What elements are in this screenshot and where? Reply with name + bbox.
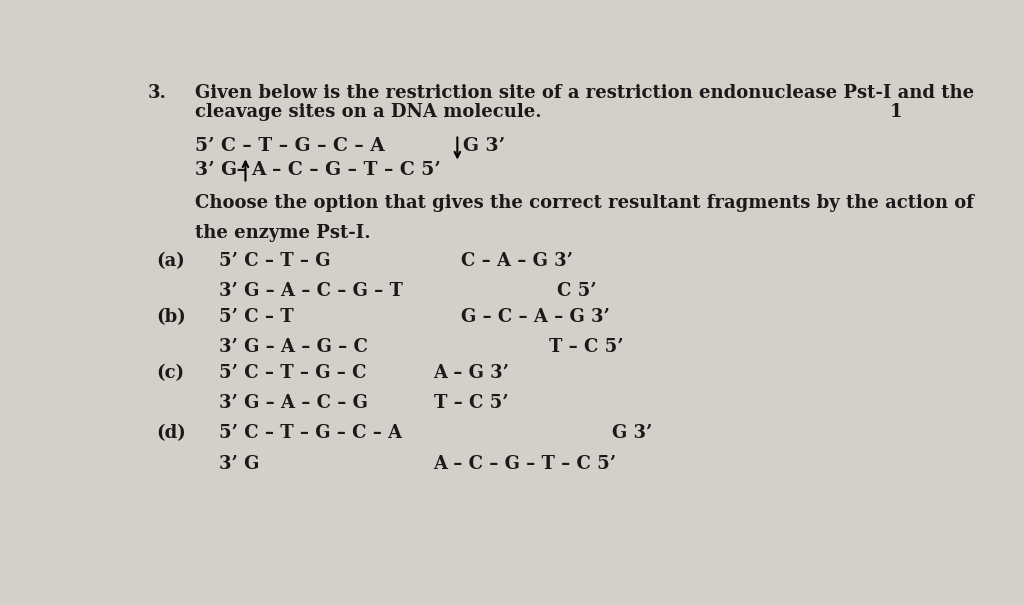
Text: (b): (b) [156, 308, 185, 326]
Text: cleavage sites on a DNA molecule.: cleavage sites on a DNA molecule. [196, 103, 542, 121]
Text: 3’ G: 3’ G [219, 454, 260, 473]
Text: 3’ G – A – C – G: 3’ G – A – C – G [219, 394, 369, 412]
Text: 5’ C – T – G – C – A: 5’ C – T – G – C – A [196, 137, 385, 155]
Text: 3’ G – A – C – G – T: 3’ G – A – C – G – T [219, 282, 403, 300]
Text: (c): (c) [156, 364, 184, 382]
Text: 5’ C – T: 5’ C – T [219, 308, 294, 326]
Text: G – C – A – G 3’: G – C – A – G 3’ [461, 308, 610, 326]
Text: 5’ C – T – G: 5’ C – T – G [219, 252, 331, 270]
Text: 5’ C – T – G – C – A: 5’ C – T – G – C – A [219, 424, 402, 442]
Text: T – C 5’: T – C 5’ [433, 394, 508, 412]
Text: G 3’: G 3’ [612, 424, 652, 442]
Text: 3’ G – A – G – C: 3’ G – A – G – C [219, 338, 369, 356]
Text: 3.: 3. [147, 84, 167, 102]
Text: 3’ G: 3’ G [196, 161, 238, 179]
Text: (d): (d) [156, 424, 185, 442]
Text: Choose the option that gives the correct resultant fragments by the action of: Choose the option that gives the correct… [196, 194, 975, 212]
Text: the enzyme Pst-I.: the enzyme Pst-I. [196, 224, 371, 242]
Text: A – C – G – T – C 5’: A – C – G – T – C 5’ [433, 454, 616, 473]
Text: C – A – G 3’: C – A – G 3’ [461, 252, 573, 270]
Text: A – G 3’: A – G 3’ [433, 364, 510, 382]
Text: C 5’: C 5’ [557, 282, 596, 300]
Text: 5’ C – T – G – C: 5’ C – T – G – C [219, 364, 367, 382]
Text: 1: 1 [889, 103, 902, 121]
Text: G 3’: G 3’ [463, 137, 505, 155]
Text: A – C – G – T – C 5’: A – C – G – T – C 5’ [251, 161, 440, 179]
Text: T – C 5’: T – C 5’ [549, 338, 624, 356]
Text: Given below is the restriction site of a restriction endonuclease Pst-I and the: Given below is the restriction site of a… [196, 84, 975, 102]
Text: (a): (a) [156, 252, 184, 270]
Text: –: – [229, 161, 252, 179]
